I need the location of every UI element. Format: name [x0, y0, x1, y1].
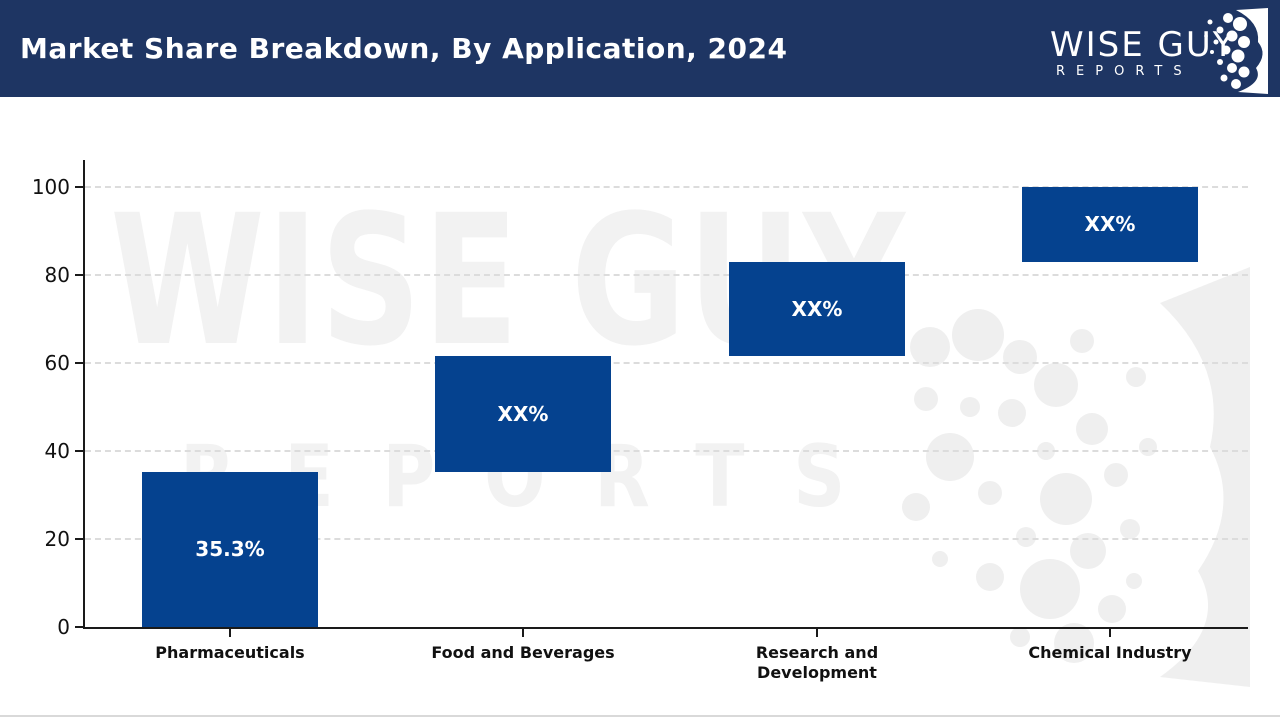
y-tick-0 [75, 626, 83, 628]
y-tick-label-100: 100 [31, 175, 70, 199]
y-tick-label-60: 60 [44, 351, 70, 375]
bar-value-label: XX% [497, 402, 549, 427]
chart-area: WISE GUY REPORTS 0 20 40 60 80 100 35.3% XX% XX%… [0, 97, 1280, 717]
logo-head-icon [1204, 8, 1268, 94]
gridline-60 [85, 362, 1248, 364]
gridline-100 [85, 186, 1248, 188]
y-tick-label-0: 0 [57, 615, 70, 639]
gridline-80 [85, 274, 1248, 276]
x-tick-label-3: Chemical Industry [1028, 643, 1192, 662]
bar-chemical-industry: XX% [1022, 187, 1198, 262]
bottom-divider [0, 715, 1280, 717]
x-tick-3 [1109, 629, 1111, 637]
gridline-40 [85, 450, 1248, 452]
x-tick-label-2: Research and Development [755, 643, 879, 682]
y-tick-100 [75, 186, 83, 188]
x-tick-2 [816, 629, 818, 637]
x-axis-line [83, 627, 1248, 629]
y-tick-label-80: 80 [44, 263, 70, 287]
plot: 0 20 40 60 80 100 35.3% XX% XX% XX% Pharmaceutical… [0, 97, 1280, 717]
x-tick-label-0: Pharmaceuticals [155, 643, 305, 662]
logo-text-wiseguy: WISE GUY [1050, 25, 1236, 65]
bar-food-and-beverages: XX% [435, 356, 611, 472]
bar-pharmaceuticals: 35.3% [142, 471, 318, 627]
y-tick-40 [75, 450, 83, 452]
x-tick-0 [229, 629, 231, 637]
y-tick-20 [75, 538, 83, 540]
bar-value-label: XX% [791, 297, 843, 322]
x-tick-label-1: Food and Beverages [431, 643, 615, 662]
page-title: Market Share Breakdown, By Application, … [20, 32, 788, 65]
bar-value-label: XX% [1084, 212, 1136, 237]
y-tick-label-40: 40 [44, 439, 70, 463]
bar-value-label: 35.3% [195, 537, 265, 562]
header: Market Share Breakdown, By Application, … [0, 0, 1280, 97]
bar-research-and-development: XX% [729, 261, 905, 357]
y-tick-label-20: 20 [44, 527, 70, 551]
x-tick-1 [522, 629, 524, 637]
y-tick-60 [75, 362, 83, 364]
y-tick-80 [75, 274, 83, 276]
y-axis-line [83, 160, 85, 629]
gridline-20 [85, 538, 1248, 540]
wise-guy-logo: WISE GUY REPORTS [1012, 8, 1268, 94]
logo-text-reports: REPORTS [1056, 64, 1193, 79]
